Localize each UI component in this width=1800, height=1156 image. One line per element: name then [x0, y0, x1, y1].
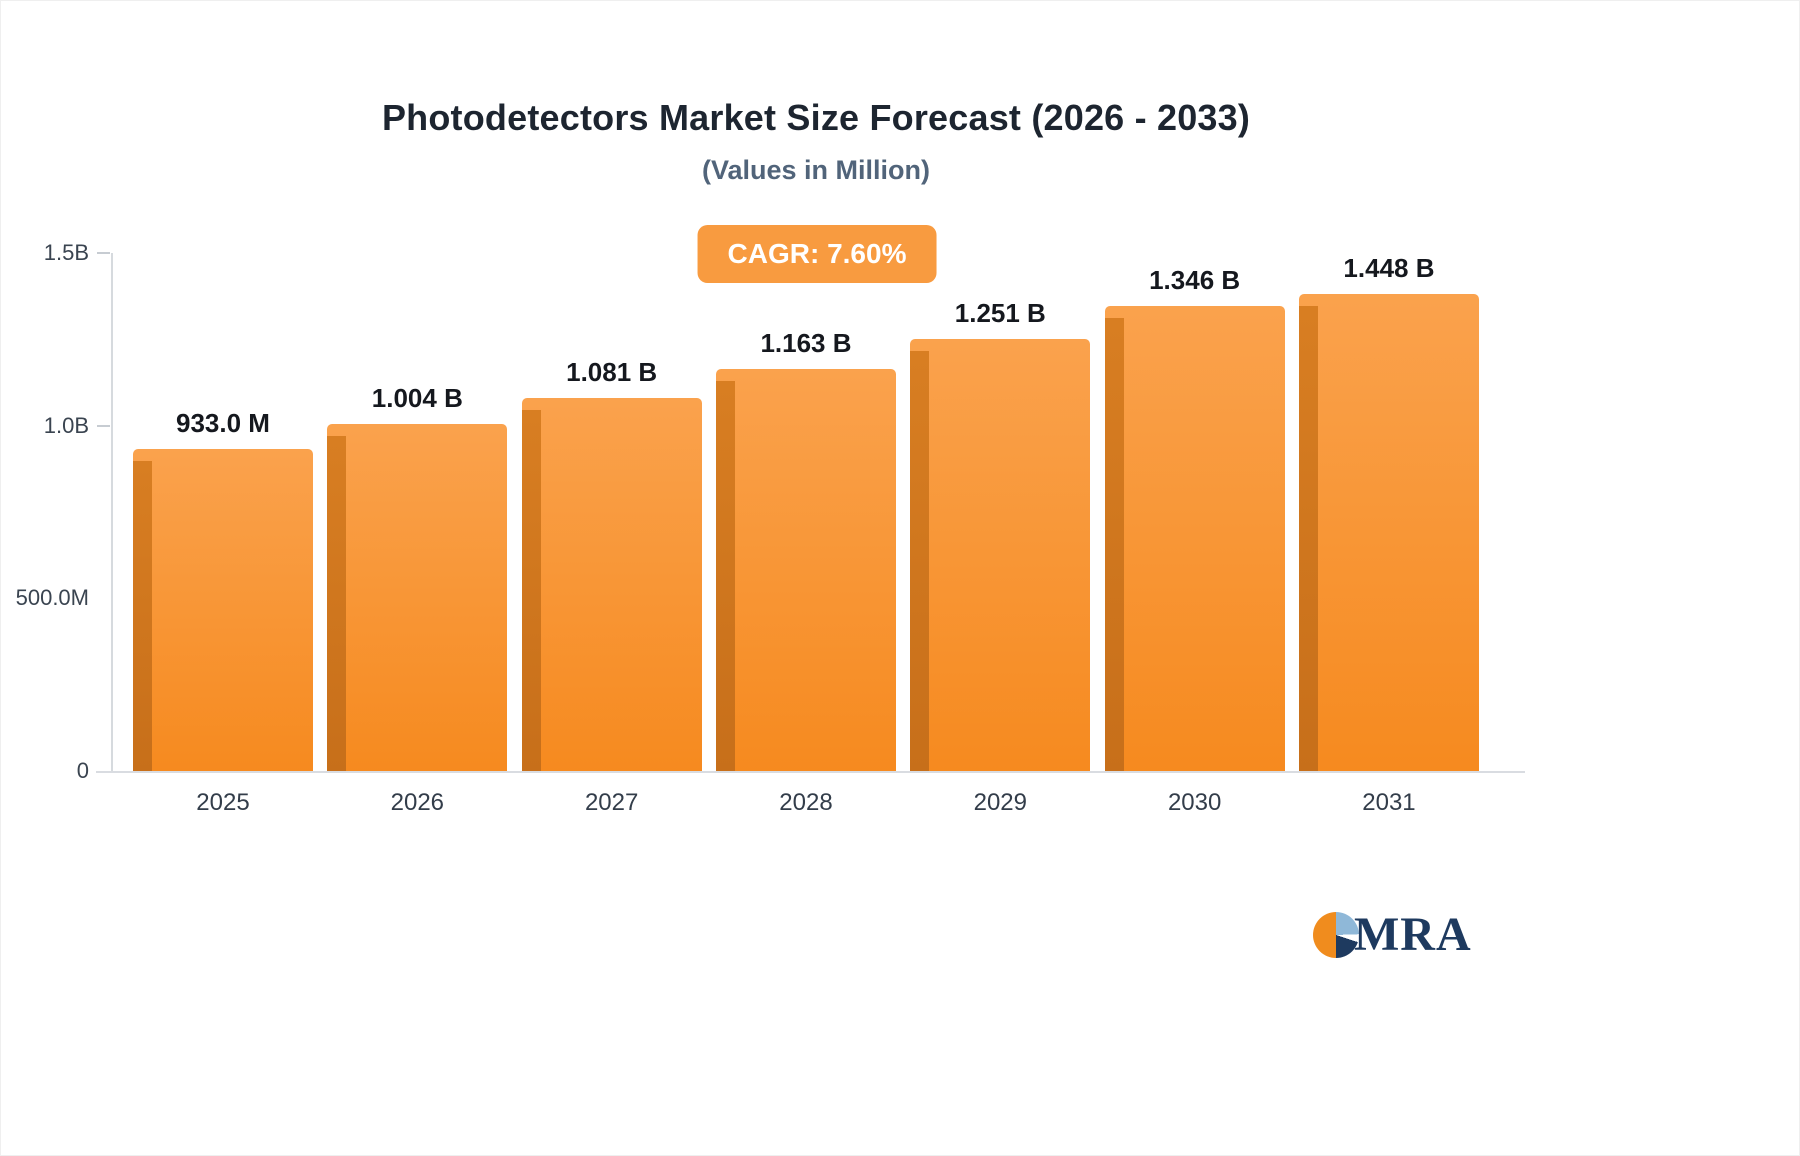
bar: [910, 339, 1091, 771]
y-axis-tick-label: 1.5B: [43, 240, 89, 265]
bar-value-label: 1.346 B: [1149, 265, 1241, 296]
bar-value-label: 1.448 B: [1343, 253, 1435, 283]
cagr-badge: CAGR: 7.60%: [697, 225, 937, 283]
x-axis-tick-label: 2025: [196, 789, 250, 816]
x-axis-tick-label: 2031: [1362, 789, 1416, 816]
bar-column: 1.004 B: [327, 253, 508, 771]
bar: [1298, 294, 1479, 771]
x-axis-tick-label: 2028: [779, 789, 833, 816]
bar: [133, 448, 313, 772]
y-axis-tick-mark: [97, 252, 110, 254]
y-axis-tick-label: 0: [76, 758, 89, 783]
bar-value-label: 1.081 B: [566, 356, 658, 387]
y-axis-tick-mark: [97, 424, 110, 427]
chart-title: Photodetectors Market Size Forecast (202…: [381, 97, 1251, 138]
bar: [327, 424, 508, 771]
bar-column: 933.0 M: [133, 253, 313, 772]
x-axis-labels: 2025 2026 2027 2028 2029 2030 2031: [113, 789, 1521, 817]
bar-value-label: 1.004 B: [371, 383, 463, 414]
bar-column: 1.251 B: [910, 253, 1091, 771]
bar: [521, 397, 702, 772]
logo-pie-icon: [1313, 911, 1359, 958]
y-axis-tick-label: 1.0B: [43, 412, 89, 438]
x-axis-tick-label: 2030: [1167, 789, 1222, 816]
chart-subtitle: (Values in Million): [701, 155, 931, 185]
plot-area: 933.0 M 1.004 B 1.081 B 1.163 B 1.251 B 1.346…: [113, 253, 1521, 772]
bar-value-label: 933.0 M: [176, 407, 270, 438]
bar: [1104, 306, 1285, 771]
bar-value-label: 1.163 B: [760, 328, 852, 359]
bar-value-label: 1.251 B: [954, 298, 1046, 328]
x-axis-tick-label: 2026: [390, 789, 445, 816]
chart-header: Photodetectors Market Size Forecast (202…: [1, 1, 1631, 186]
x-axis-tick-label: 2027: [584, 789, 639, 816]
logo-text: MRA: [1354, 908, 1472, 961]
x-axis-line: [96, 771, 1525, 773]
chart-area: CAGR: 7.60% 1.5B 1.0B 500.0M 0 933.0 M 1.004…: [16, 225, 1525, 816]
brand-logo: MRA: [1313, 907, 1472, 962]
bar-column: 1.081 B: [521, 253, 702, 772]
x-axis-tick-label: 2029: [973, 789, 1027, 816]
y-axis-tick-label: 500.0M: [15, 585, 89, 611]
bar-column: 1.163 B: [715, 253, 896, 771]
bar-column: 1.448 B: [1298, 253, 1479, 771]
bar-column: 1.346 B: [1104, 253, 1285, 771]
bar: [715, 369, 896, 771]
